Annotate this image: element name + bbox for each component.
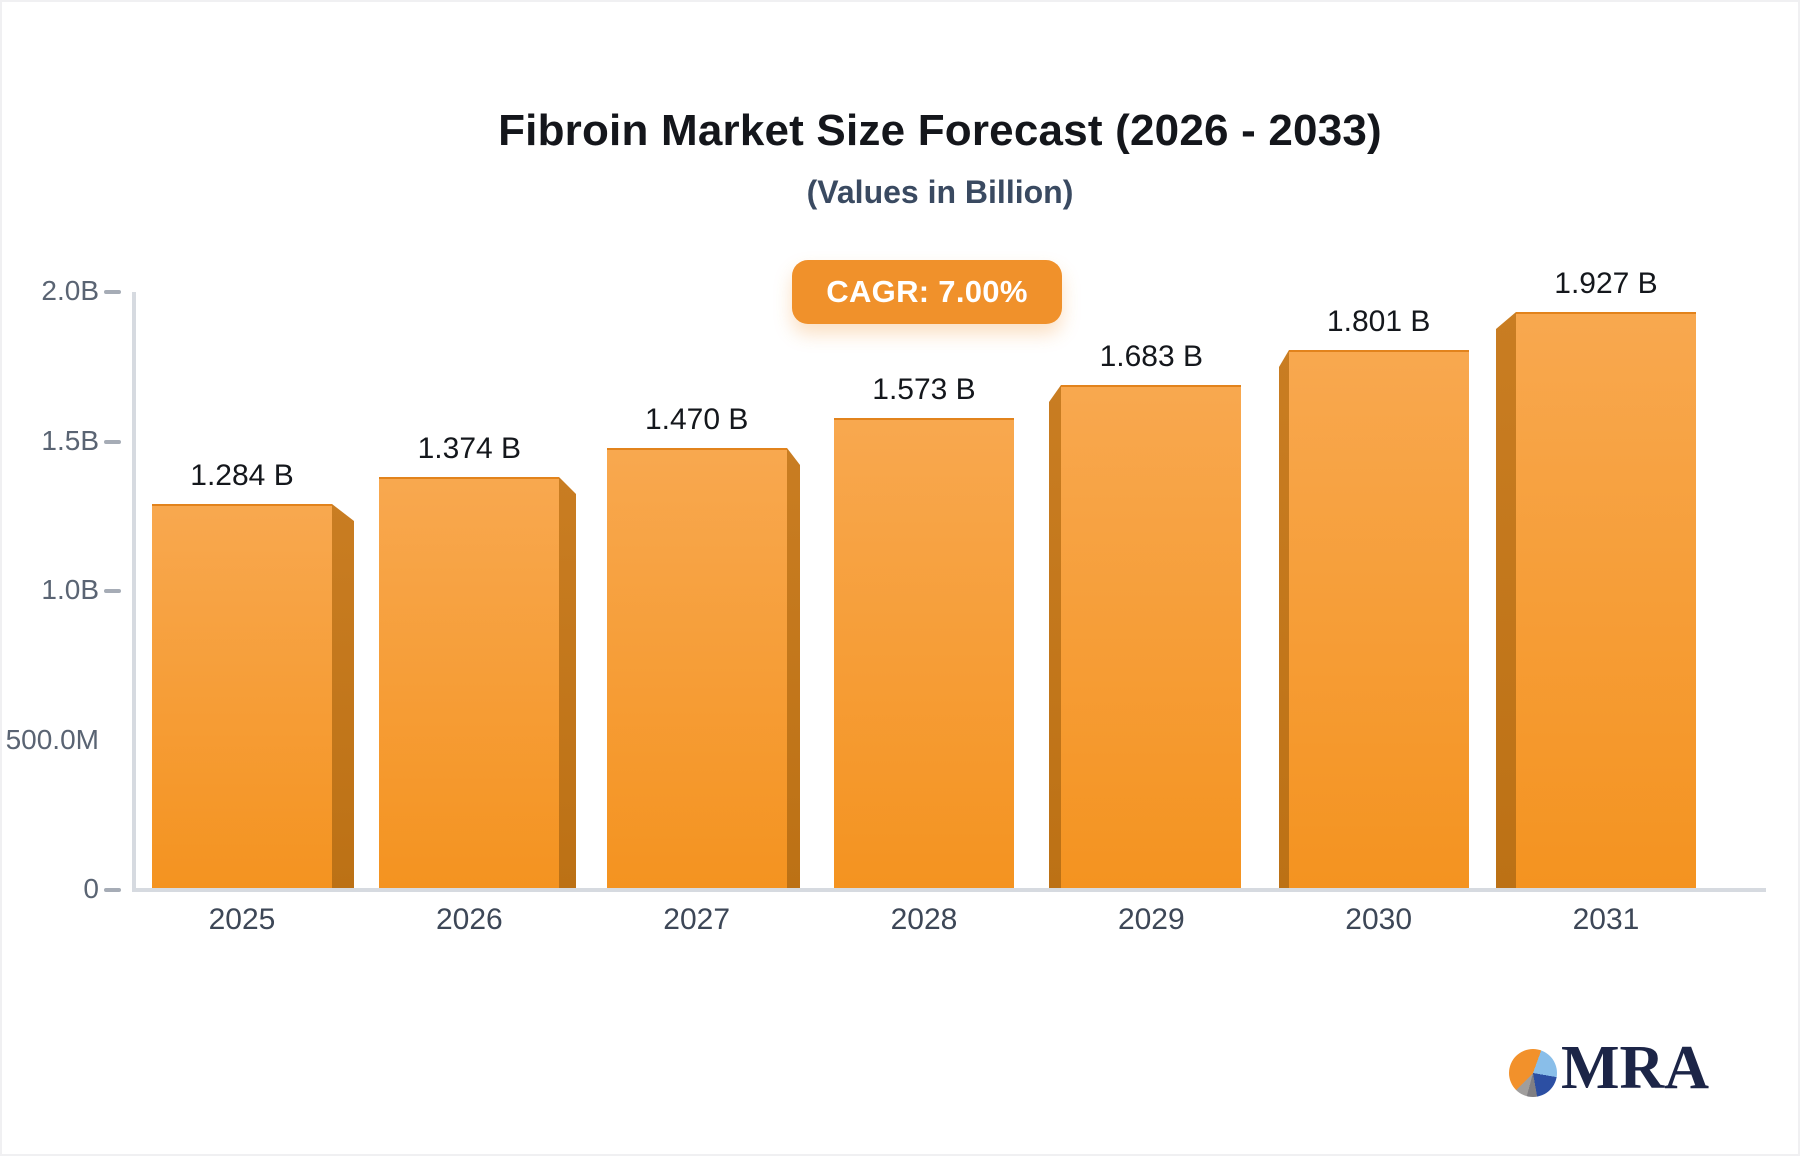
y-tick-label: 0	[83, 873, 99, 904]
x-tick-label: 2027	[663, 903, 731, 936]
bar-value-label: 1.470 B	[644, 403, 749, 436]
bar-value-label: 1.573 B	[872, 373, 976, 406]
bar-value-label: 1.683 B	[1099, 340, 1204, 373]
page-subtitle: (Values in Billion)	[806, 174, 1074, 210]
bar-value-label: 1.801 B	[1326, 305, 1431, 338]
x-tick-label: 2029	[1117, 903, 1185, 936]
bar-2027	[607, 448, 787, 888]
bar-2031	[1516, 312, 1696, 888]
y-tick-label: 1.0B	[41, 574, 99, 605]
page-title: Fibroin Market Size Forecast (2026 - 203…	[498, 106, 1382, 155]
bar-3d-side	[332, 504, 354, 888]
logo-text: MRA	[1561, 1034, 1710, 1102]
bar-3d-side	[1049, 385, 1061, 888]
bar-2029	[1061, 385, 1241, 888]
cagr-badge-label: CAGR: 7.00%	[826, 274, 1028, 309]
y-tick-label: 1.5B	[41, 424, 99, 456]
bar-value-label: 1.927 B	[1554, 267, 1658, 300]
x-tick-label: 2030	[1345, 903, 1413, 936]
x-tick-label: 2026	[435, 903, 503, 936]
y-tick-label: 500.0M	[5, 723, 99, 755]
y-tick-label: 2.0B	[41, 275, 99, 306]
cagr-badge: CAGR: 7.00%	[792, 260, 1062, 324]
bar-3d-side	[1496, 312, 1516, 888]
bar-value-label: 1.374 B	[417, 432, 522, 465]
bar-value-label: 1.284 B	[190, 459, 294, 492]
y-tick-dash	[104, 439, 121, 444]
y-axis-line	[132, 292, 136, 890]
bar-3d-side	[787, 448, 800, 888]
mra-logo: MRA	[1509, 1034, 1710, 1102]
bar-2028	[834, 418, 1014, 888]
bar-3d-side	[559, 477, 576, 888]
bar-2030	[1289, 350, 1469, 888]
pie-chart-logo-icon	[1509, 1049, 1557, 1097]
y-tick-dash	[104, 589, 121, 593]
bar-2026	[379, 477, 559, 888]
x-tick-label: 2025	[208, 903, 276, 936]
x-axis-line	[132, 888, 1766, 892]
bar-2025	[152, 504, 332, 888]
y-tick-dash	[104, 290, 121, 294]
bar-3d-side	[1279, 350, 1289, 888]
y-tick-dash	[104, 888, 121, 892]
x-tick-label: 2028	[890, 903, 958, 936]
x-tick-label: 2031	[1572, 903, 1640, 936]
